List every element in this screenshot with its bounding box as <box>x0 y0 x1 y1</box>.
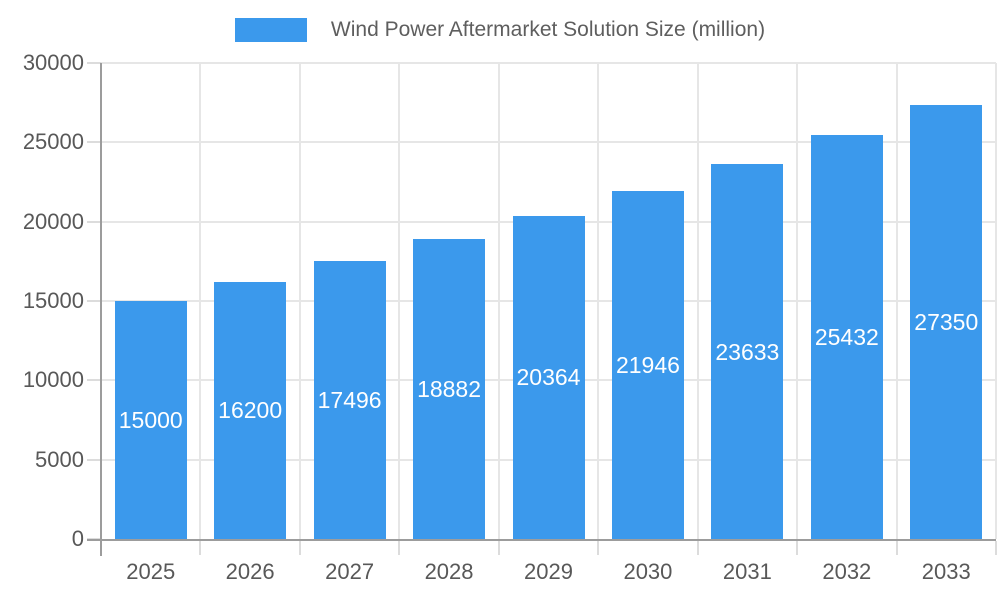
x-axis-tick <box>597 541 600 555</box>
x-axis-tick <box>199 541 202 555</box>
legend-item[interactable]: Wind Power Aftermarket Solution Size (mi… <box>234 17 766 43</box>
y-axis-tick-label: 15000 <box>22 288 84 313</box>
y-axis-tick <box>87 220 101 223</box>
x-gridline <box>597 63 600 539</box>
x-gridline <box>696 63 699 539</box>
bar-value-label: 23633 <box>715 338 780 365</box>
x-gridline <box>796 63 799 539</box>
y-axis-tick <box>87 300 101 302</box>
y-axis-line <box>100 63 102 556</box>
x-axis-tick-label: 2027 <box>325 559 375 584</box>
y-axis-tick-label: 0 <box>71 526 84 551</box>
bar[interactable] <box>711 164 784 539</box>
bar-value-label: 21946 <box>615 351 680 378</box>
bar-value-label: 15000 <box>118 407 183 433</box>
y-gridline <box>101 141 996 144</box>
bar[interactable] <box>313 261 386 539</box>
x-axis-tick <box>298 541 301 555</box>
bar[interactable] <box>611 190 684 539</box>
x-gridline <box>398 63 401 539</box>
x-axis-tick-label: 2032 <box>822 559 872 584</box>
y-axis-tick-label: 20000 <box>22 208 84 234</box>
y-axis-tick-label: 5000 <box>35 446 84 472</box>
bar[interactable] <box>114 301 187 539</box>
y-axis-tick <box>87 379 101 382</box>
bar[interactable] <box>810 135 883 539</box>
x-axis-tick <box>497 541 500 555</box>
bar-value-label: 25432 <box>814 324 879 351</box>
x-axis-tick <box>796 541 799 555</box>
bar[interactable] <box>512 215 585 539</box>
legend: Wind Power Aftermarket Solution Size (mi… <box>0 17 1000 43</box>
y-axis-tick <box>87 141 101 144</box>
x-gridline <box>995 63 997 539</box>
bar[interactable] <box>214 281 287 539</box>
legend-label: Wind Power Aftermarket Solution Size (mi… <box>330 18 766 41</box>
y-axis-tick <box>87 458 101 461</box>
x-axis-tick-label: 2033 <box>921 559 971 584</box>
bar[interactable] <box>413 239 486 539</box>
y-axis-tick-label: 25000 <box>22 129 84 155</box>
x-axis-tick <box>995 541 997 555</box>
x-axis-tick-label: 2029 <box>524 559 573 584</box>
x-axis-tick <box>696 541 699 555</box>
legend-swatch-icon <box>234 18 307 42</box>
x-axis-tick-label: 2025 <box>126 559 176 584</box>
x-axis-tick-label: 2028 <box>424 559 474 584</box>
x-gridline <box>895 63 898 539</box>
bar[interactable] <box>910 105 983 539</box>
x-axis-line <box>87 539 996 541</box>
x-axis-tick-label: 2031 <box>722 559 772 584</box>
bar-value-label: 17496 <box>317 387 382 414</box>
x-axis-tick-label: 2026 <box>225 559 275 584</box>
y-axis-tick-label: 10000 <box>22 367 84 393</box>
bar-value-label: 27350 <box>914 309 979 336</box>
bar-value-label: 16200 <box>218 397 283 424</box>
bar-value-label: 18882 <box>417 376 482 403</box>
bar-value-label: 20364 <box>516 364 581 391</box>
x-axis-tick <box>895 541 898 555</box>
y-axis-tick-label: 30000 <box>22 50 84 75</box>
x-gridline <box>199 63 202 539</box>
x-gridline <box>497 63 500 539</box>
x-axis-tick-label: 2030 <box>623 559 673 584</box>
y-axis-tick <box>87 62 101 64</box>
x-gridline <box>298 63 301 539</box>
x-axis-tick <box>398 541 401 555</box>
y-gridline <box>101 62 996 64</box>
